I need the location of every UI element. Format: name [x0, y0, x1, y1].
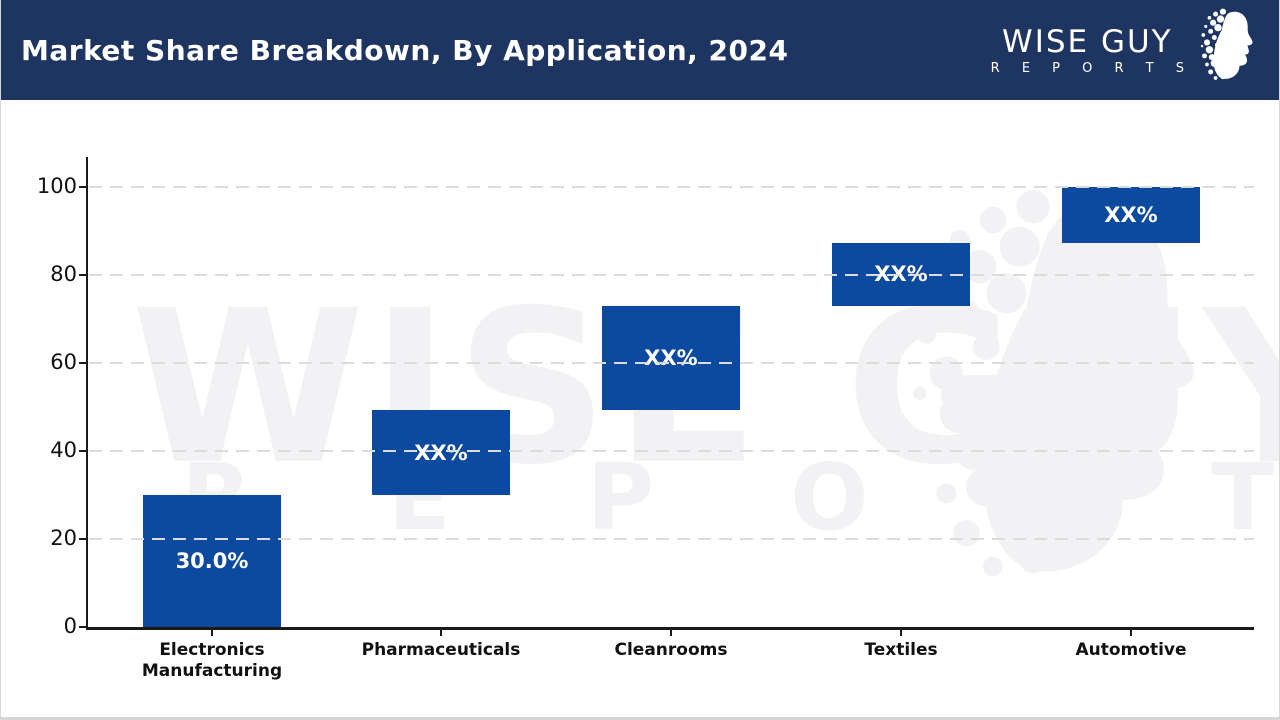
x-axis-label-5: Automotive	[1075, 640, 1187, 660]
y-tick-label-80: 80	[50, 262, 77, 286]
x-tick-mark-3	[670, 627, 672, 636]
gridline-20	[89, 538, 1254, 540]
y-tick-mark-100	[79, 186, 87, 188]
bar-value-label: 30.0%	[175, 549, 249, 573]
y-tick-mark-40	[79, 450, 87, 452]
x-tick-mark-1	[211, 627, 213, 636]
x-axis-label-4: Textiles	[864, 640, 938, 660]
y-tick-label-40: 40	[50, 438, 77, 462]
y-tick-label-0: 0	[63, 614, 77, 638]
gridline-60	[89, 362, 1254, 364]
bar-5: XX%	[1062, 187, 1200, 243]
page-title: Market Share Breakdown, By Application, …	[21, 33, 789, 67]
brand-head-icon	[1200, 8, 1253, 80]
gridline-40	[89, 450, 1254, 452]
bar-2: XX%	[372, 410, 510, 495]
x-tick-mark-2	[440, 627, 442, 636]
brand-wiseguy-label: WISE GUY	[1002, 24, 1173, 61]
brand-logo-text: WISE GUY R E P O R T S	[982, 26, 1193, 76]
x-tick-mark-4	[900, 627, 902, 636]
y-tick-mark-20	[79, 538, 87, 540]
watermark-head-icon	[913, 190, 1194, 577]
bar-value-label: XX%	[644, 345, 698, 370]
y-tick-mark-60	[79, 362, 87, 364]
y-tick-label-100: 100	[36, 174, 77, 198]
x-axis-label-3: Cleanrooms	[614, 640, 728, 660]
brand-logo: WISE GUY R E P O R T S	[982, 6, 1271, 96]
x-tick-mark-5	[1130, 627, 1132, 636]
chart-area: 0 20 40 60 80 100 30.0% XX% XX% XX% XX% Electroni…	[1, 100, 1279, 717]
header: Market Share Breakdown, By Application, …	[1, 0, 1279, 100]
y-tick-mark-0	[79, 626, 87, 628]
bar-value-label: XX%	[1104, 202, 1158, 227]
y-tick-mark-80	[79, 274, 87, 276]
brand-reports-label: R E P O R T S	[990, 60, 1193, 76]
gridline-100	[89, 186, 1254, 188]
bar-3: XX%	[602, 305, 740, 411]
bar-1: 30.0%	[143, 495, 281, 627]
y-tick-label-60: 60	[50, 350, 77, 374]
bar-value-label: XX%	[414, 440, 468, 465]
x-axis-label-2: Pharmaceuticals	[361, 640, 521, 660]
y-tick-label-20: 20	[50, 526, 77, 550]
y-axis-line	[86, 157, 88, 630]
gridline-80	[89, 274, 1254, 276]
x-axis-label-1: Electronics Manufacturing	[141, 640, 283, 682]
